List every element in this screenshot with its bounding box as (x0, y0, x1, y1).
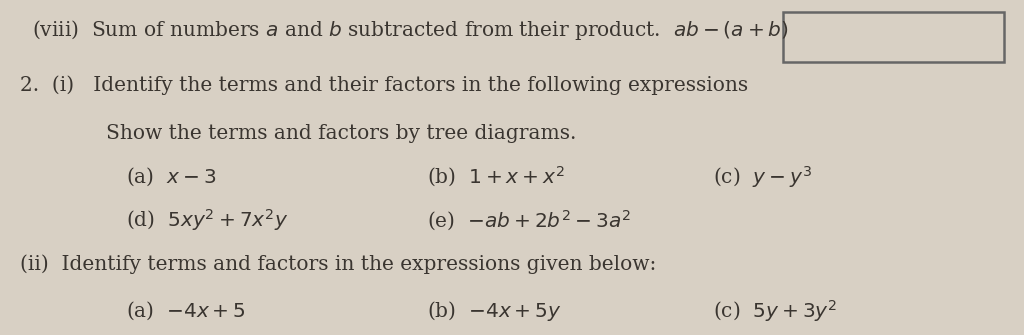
Text: Show the terms and factors by tree diagrams.: Show the terms and factors by tree diagr… (105, 124, 575, 143)
Text: (ii)  Identify terms and factors in the expressions given below:: (ii) Identify terms and factors in the e… (20, 254, 656, 274)
Text: (viii)  Sum of numbers $a$ and $b$ subtracted from their product.  $ab-(a+b)$: (viii) Sum of numbers $a$ and $b$ subtra… (33, 17, 790, 42)
Text: (b)  $-4x+5y$: (b) $-4x+5y$ (427, 299, 561, 323)
Text: (a)  $-4x+5$: (a) $-4x+5$ (126, 299, 246, 322)
Text: (c)  $5y+3y^2$: (c) $5y+3y^2$ (713, 298, 837, 324)
Text: 2.  (i)   Identify the terms and their factors in the following expressions: 2. (i) Identify the terms and their fact… (20, 75, 749, 95)
Text: (e)  $-ab+2b^2-3a^2$: (e) $-ab+2b^2-3a^2$ (427, 208, 631, 232)
Text: (c)  $y-y^3$: (c) $y-y^3$ (713, 164, 812, 190)
Text: (d)  $5xy^2+7x^2y$: (d) $5xy^2+7x^2y$ (126, 207, 288, 233)
Text: (b)  $1+x+x^2$: (b) $1+x+x^2$ (427, 164, 564, 189)
Text: (a)  $x-3$: (a) $x-3$ (126, 165, 216, 188)
